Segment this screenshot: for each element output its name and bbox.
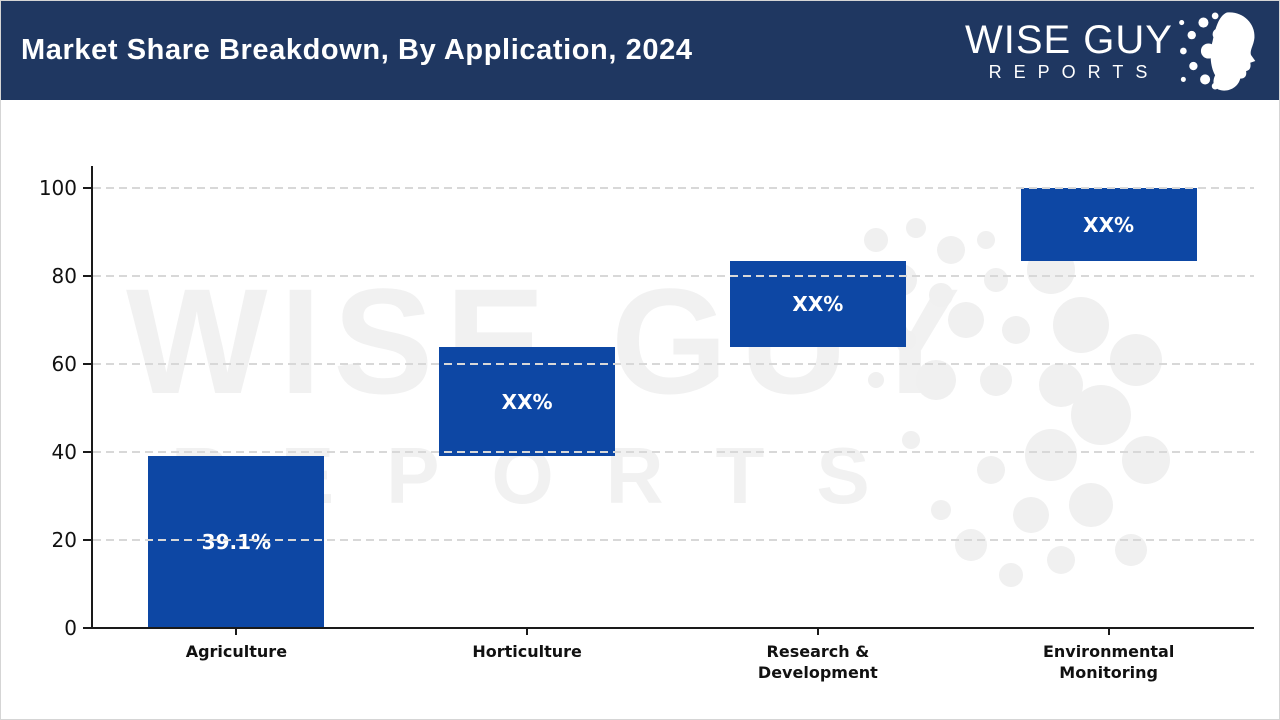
bar-value-label-horticulture: XX% [501,389,553,414]
y-tick-0 [83,627,91,629]
y-tick-label-40: 40 [51,440,77,464]
gridline-40 [93,451,1254,453]
logo-subtitle: REPORTS [988,62,1160,82]
chart-title: Market Share Breakdown, By Application, … [21,34,693,66]
y-tick-label-80: 80 [51,264,77,288]
x-axis-line [91,627,1254,629]
x-category-label-agriculture: Agriculture [185,642,288,661]
bar-horticulture: XX% [439,347,616,456]
gridline-20 [93,539,1254,541]
x-tick-agriculture [235,628,238,635]
bar-environmental-monitoring: XX% [1020,188,1197,262]
y-tick-label-100: 100 [38,176,77,200]
y-tick-label-0: 0 [64,616,77,640]
bar-value-label-environmental-monitoring: XX% [1083,212,1135,237]
header: Market Share Breakdown, By Application, … [1,1,1279,100]
x-category-label-environmental-monitoring: Environmental Monitoring [1042,642,1175,682]
x-category-label-horticulture: Horticulture [472,642,582,661]
logo-wordmark: WISE GUY [964,18,1173,62]
y-tick-label-60: 60 [51,352,77,376]
logo-text: WISE GUY REPORTS [965,19,1173,83]
bar-value-label-research-development: XX% [792,292,844,317]
x-category-label-research-development: Research & Development [757,642,878,682]
y-tick-40 [83,451,91,453]
gridline-80 [93,275,1254,277]
chart-area: WISE GUY REPORTS 0 20 40 6 [1,100,1279,719]
y-tick-80 [83,275,91,277]
bar-agriculture: 39.1% [148,455,325,628]
bar-value-label-agriculture: 39.1% [201,529,272,554]
y-tick-60 [83,363,91,365]
y-tick-label-20: 20 [51,528,77,552]
wiseguy-logo: WISE GUY REPORTS [965,7,1267,95]
bar-research-development: XX% [729,261,906,348]
gridline-60 [93,363,1254,365]
gridline-100 [93,187,1254,189]
x-tick-research-development [816,628,819,635]
plot-area: 0 20 40 60 80 100 39.1% Agriculture XX% Horticult… [39,166,1254,682]
y-tick-20 [83,539,91,541]
x-tick-environmental-monitoring [1107,628,1110,635]
y-axis-line [91,166,93,628]
y-tick-100 [83,187,91,189]
x-tick-horticulture [526,628,529,635]
logo-head-icon [1179,12,1256,91]
